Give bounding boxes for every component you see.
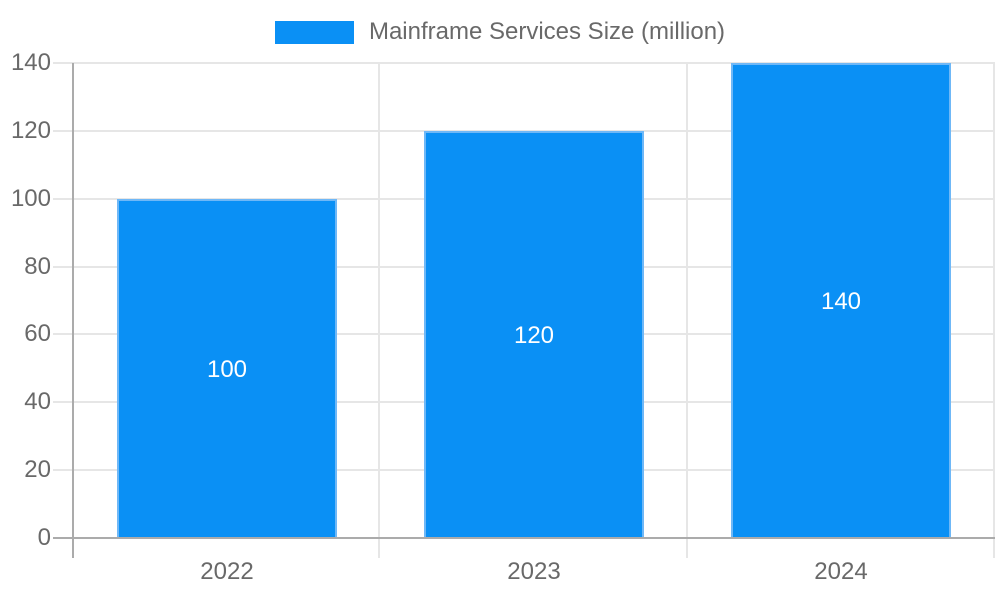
y-tick-label: 60: [24, 320, 51, 347]
legend[interactable]: Mainframe Services Size (million): [0, 18, 1000, 46]
y-tick-label: 140: [10, 49, 51, 76]
y-tick-label: 20: [24, 456, 51, 483]
y-tick-label: 0: [37, 524, 51, 551]
y-tick-label: 100: [10, 185, 51, 212]
bar-data-label: 140: [820, 287, 862, 315]
legend-label: Mainframe Services Size (million): [368, 18, 726, 45]
y-tick-label: 120: [10, 117, 51, 144]
v-gridline: [993, 63, 995, 558]
bar-data-label: 100: [206, 355, 248, 383]
bar-data-label: 120: [513, 321, 555, 349]
x-tick-label: 2024: [814, 558, 868, 585]
x-tick-label: 2023: [507, 558, 561, 585]
y-tick-label: 80: [24, 253, 51, 280]
y-axis-line: [72, 63, 74, 558]
x-tick-label: 2022: [200, 558, 254, 585]
h-gridline: [53, 62, 995, 64]
bar-2023[interactable]: 120: [424, 131, 644, 538]
x-axis-line: [53, 537, 995, 539]
legend-swatch: [274, 20, 354, 44]
v-gridline: [686, 63, 688, 558]
bar-2022[interactable]: 100: [117, 199, 337, 538]
v-gridline: [378, 63, 380, 558]
bar-2024[interactable]: 140: [731, 63, 951, 538]
y-tick-label: 40: [24, 388, 51, 415]
